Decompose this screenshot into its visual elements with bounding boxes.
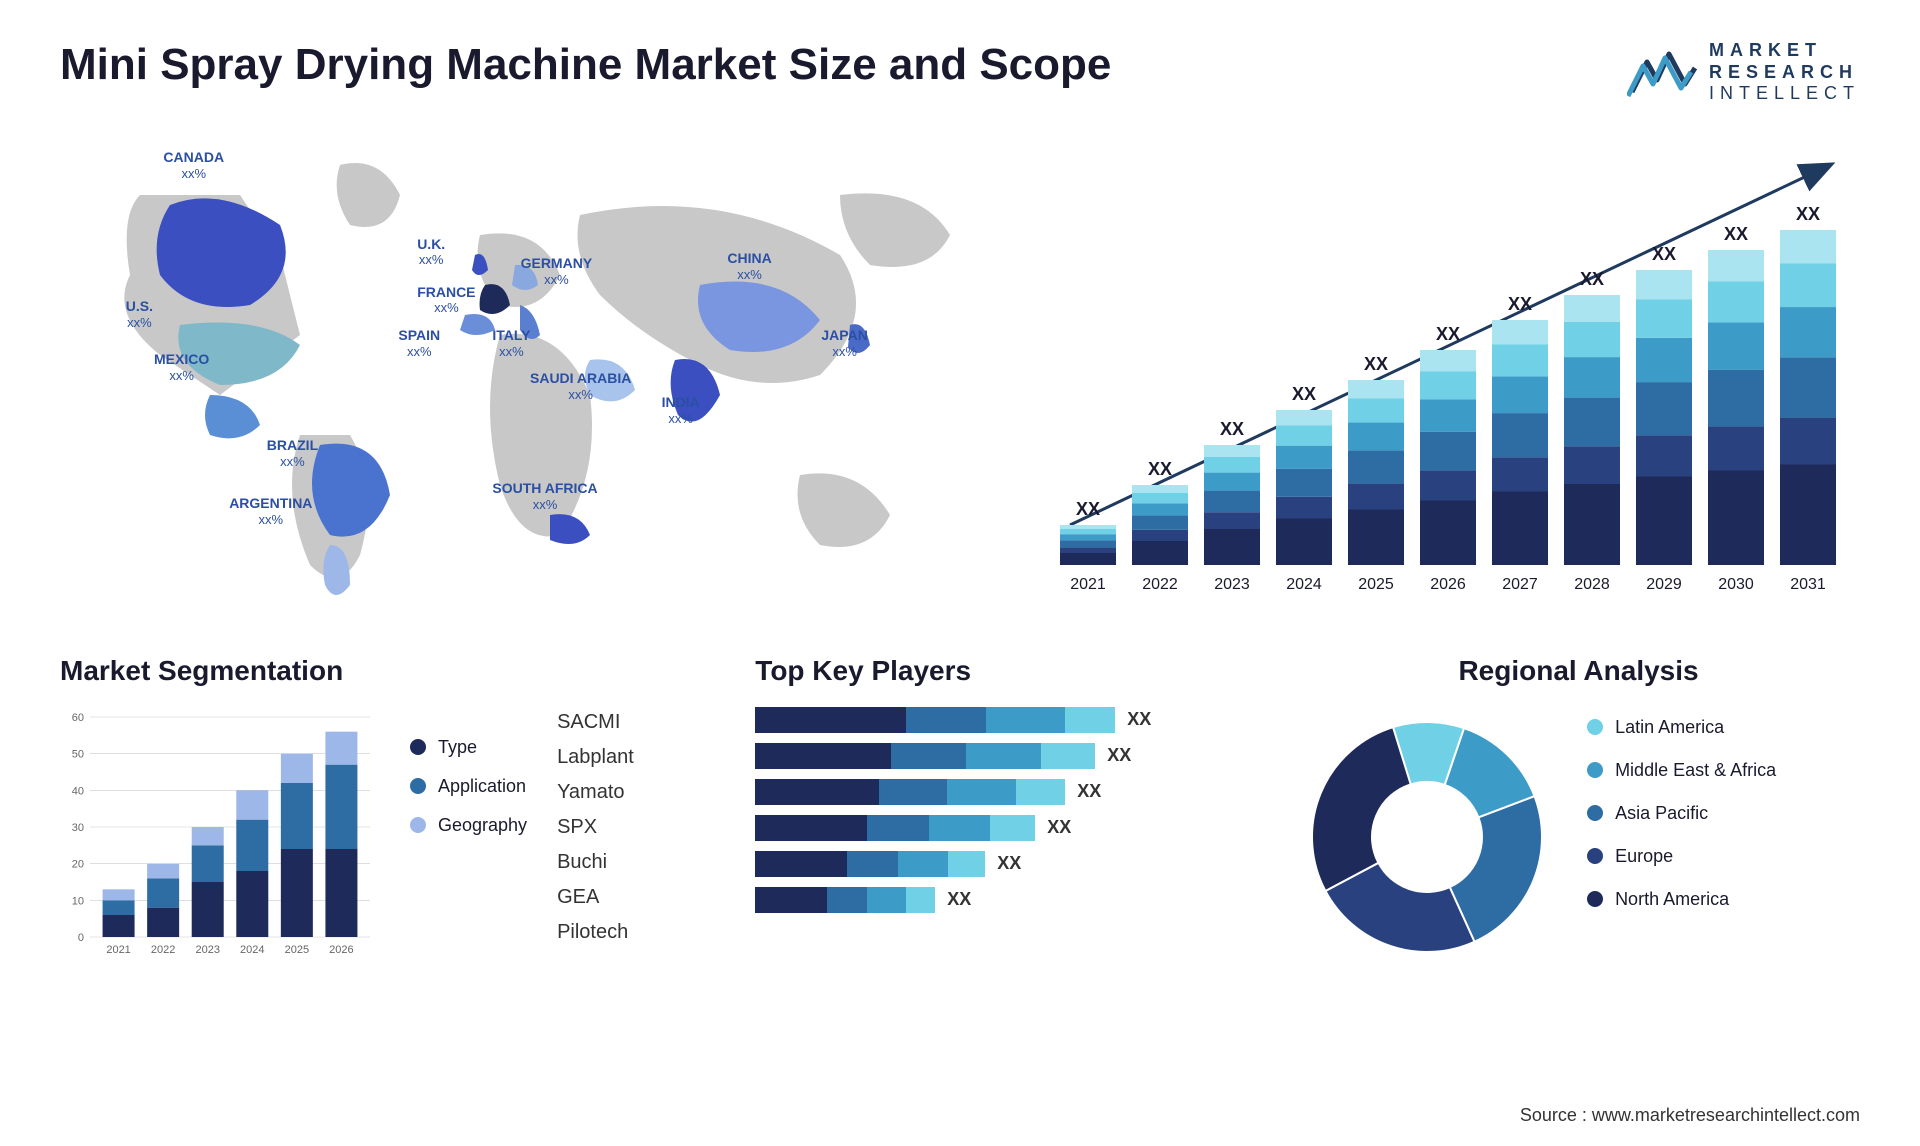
logo-line2: RESEARCH xyxy=(1709,62,1860,84)
svg-text:2029: 2029 xyxy=(1646,576,1682,593)
svg-text:60: 60 xyxy=(72,712,84,724)
svg-text:20: 20 xyxy=(72,858,84,870)
svg-text:2030: 2030 xyxy=(1718,576,1754,593)
map-label: SAUDI ARABIAxx% xyxy=(530,370,631,402)
player-row: XX xyxy=(755,815,1267,841)
player-row: XX xyxy=(755,851,1267,877)
svg-text:2025: 2025 xyxy=(1358,576,1394,593)
map-label: GERMANYxx% xyxy=(521,255,593,287)
svg-text:XX: XX xyxy=(1364,354,1388,374)
page-title: Mini Spray Drying Machine Market Size an… xyxy=(60,40,1111,90)
svg-text:2023: 2023 xyxy=(1214,576,1250,593)
players-title: Top Key Players xyxy=(755,655,1267,687)
growth-bar-chart: XX 2021 XX 2022 XX 2023 XX 2024 XX 2025 XX 2026 XX 20… xyxy=(1040,135,1860,615)
company-item: Pilotech xyxy=(557,921,634,944)
map-label: BRAZILxx% xyxy=(267,437,318,469)
svg-text:50: 50 xyxy=(72,748,84,760)
svg-text:30: 30 xyxy=(72,822,84,834)
svg-text:2023: 2023 xyxy=(195,944,219,956)
svg-text:XX: XX xyxy=(1724,224,1748,244)
company-item: Buchi xyxy=(557,851,634,874)
legend-item: Type xyxy=(410,737,527,758)
svg-text:2022: 2022 xyxy=(151,944,175,956)
company-item: SACMI xyxy=(557,711,634,734)
legend-item: Latin America xyxy=(1587,717,1776,738)
segmentation-title: Market Segmentation xyxy=(60,655,725,687)
svg-text:2028: 2028 xyxy=(1574,576,1610,593)
svg-text:2022: 2022 xyxy=(1142,576,1178,593)
regional-donut xyxy=(1297,707,1557,967)
company-item: Yamato xyxy=(557,781,634,804)
svg-text:2025: 2025 xyxy=(285,944,309,956)
legend-item: Asia Pacific xyxy=(1587,803,1776,824)
world-map: CANADAxx% U.S.xx%MEXICOxx% BRAZILxx% ARGENT… xyxy=(60,135,1000,615)
svg-text:XX: XX xyxy=(1652,244,1676,264)
svg-text:40: 40 xyxy=(72,785,84,797)
svg-text:2026: 2026 xyxy=(1430,576,1466,593)
source-text: Source : www.marketresearchintellect.com xyxy=(1520,1105,1860,1126)
map-label: ITALYxx% xyxy=(492,327,530,359)
svg-text:2024: 2024 xyxy=(1286,576,1322,593)
logo-line1: MARKET xyxy=(1709,40,1860,62)
svg-text:XX: XX xyxy=(1436,324,1460,344)
legend-item: Application xyxy=(410,776,527,797)
map-label: JAPANxx% xyxy=(821,327,867,359)
svg-text:2027: 2027 xyxy=(1502,576,1538,593)
map-label: U.K.xx% xyxy=(417,236,445,268)
map-label: ARGENTINAxx% xyxy=(229,495,312,527)
map-label: CANADAxx% xyxy=(163,149,224,181)
svg-text:XX: XX xyxy=(1220,419,1244,439)
map-label: SOUTH AFRICAxx% xyxy=(492,480,597,512)
segmentation-legend: Type Application Geography xyxy=(410,707,527,836)
player-row: XX xyxy=(755,779,1267,805)
map-label: U.S.xx% xyxy=(126,298,153,330)
legend-item: Middle East & Africa xyxy=(1587,760,1776,781)
svg-text:2021: 2021 xyxy=(1070,576,1106,593)
player-row: XX xyxy=(755,707,1267,733)
map-label: FRANCExx% xyxy=(417,284,475,316)
company-list: SACMI Labplant Yamato SPX Buchi GEA Pilotech xyxy=(557,707,634,944)
map-label: INDIAxx% xyxy=(662,394,700,426)
player-row: XX xyxy=(755,887,1267,913)
logo-line3: INTELLECT xyxy=(1709,83,1860,105)
map-label: SPAINxx% xyxy=(398,327,440,359)
legend-item: Geography xyxy=(410,815,527,836)
company-item: Labplant xyxy=(557,746,634,769)
svg-text:XX: XX xyxy=(1292,384,1316,404)
svg-text:XX: XX xyxy=(1148,459,1172,479)
svg-text:10: 10 xyxy=(72,895,84,907)
logo-icon xyxy=(1627,42,1697,102)
company-item: SPX xyxy=(557,816,634,839)
regional-legend: Latin America Middle East & Africa Asia Pa… xyxy=(1587,707,1776,910)
player-row: XX xyxy=(755,743,1267,769)
svg-text:2021: 2021 xyxy=(106,944,130,956)
regional-title: Regional Analysis xyxy=(1297,655,1860,687)
legend-item: North America xyxy=(1587,889,1776,910)
svg-text:XX: XX xyxy=(1580,269,1604,289)
svg-text:2026: 2026 xyxy=(329,944,353,956)
map-label: CHINAxx% xyxy=(727,250,771,282)
svg-text:XX: XX xyxy=(1076,499,1100,519)
company-item: GEA xyxy=(557,886,634,909)
svg-text:2024: 2024 xyxy=(240,944,264,956)
players-chart: XX XX XX XX XX XX xyxy=(755,707,1267,913)
segmentation-chart: 0 10 20 30 40 50 60 2021 2022 2023 2024 2025 2026 xyxy=(60,707,380,967)
svg-text:2031: 2031 xyxy=(1790,576,1826,593)
svg-text:XX: XX xyxy=(1796,204,1820,224)
svg-text:0: 0 xyxy=(78,932,84,944)
svg-text:XX: XX xyxy=(1508,294,1532,314)
map-label: MEXICOxx% xyxy=(154,351,209,383)
brand-logo: MARKET RESEARCH INTELLECT xyxy=(1627,40,1860,105)
legend-item: Europe xyxy=(1587,846,1776,867)
